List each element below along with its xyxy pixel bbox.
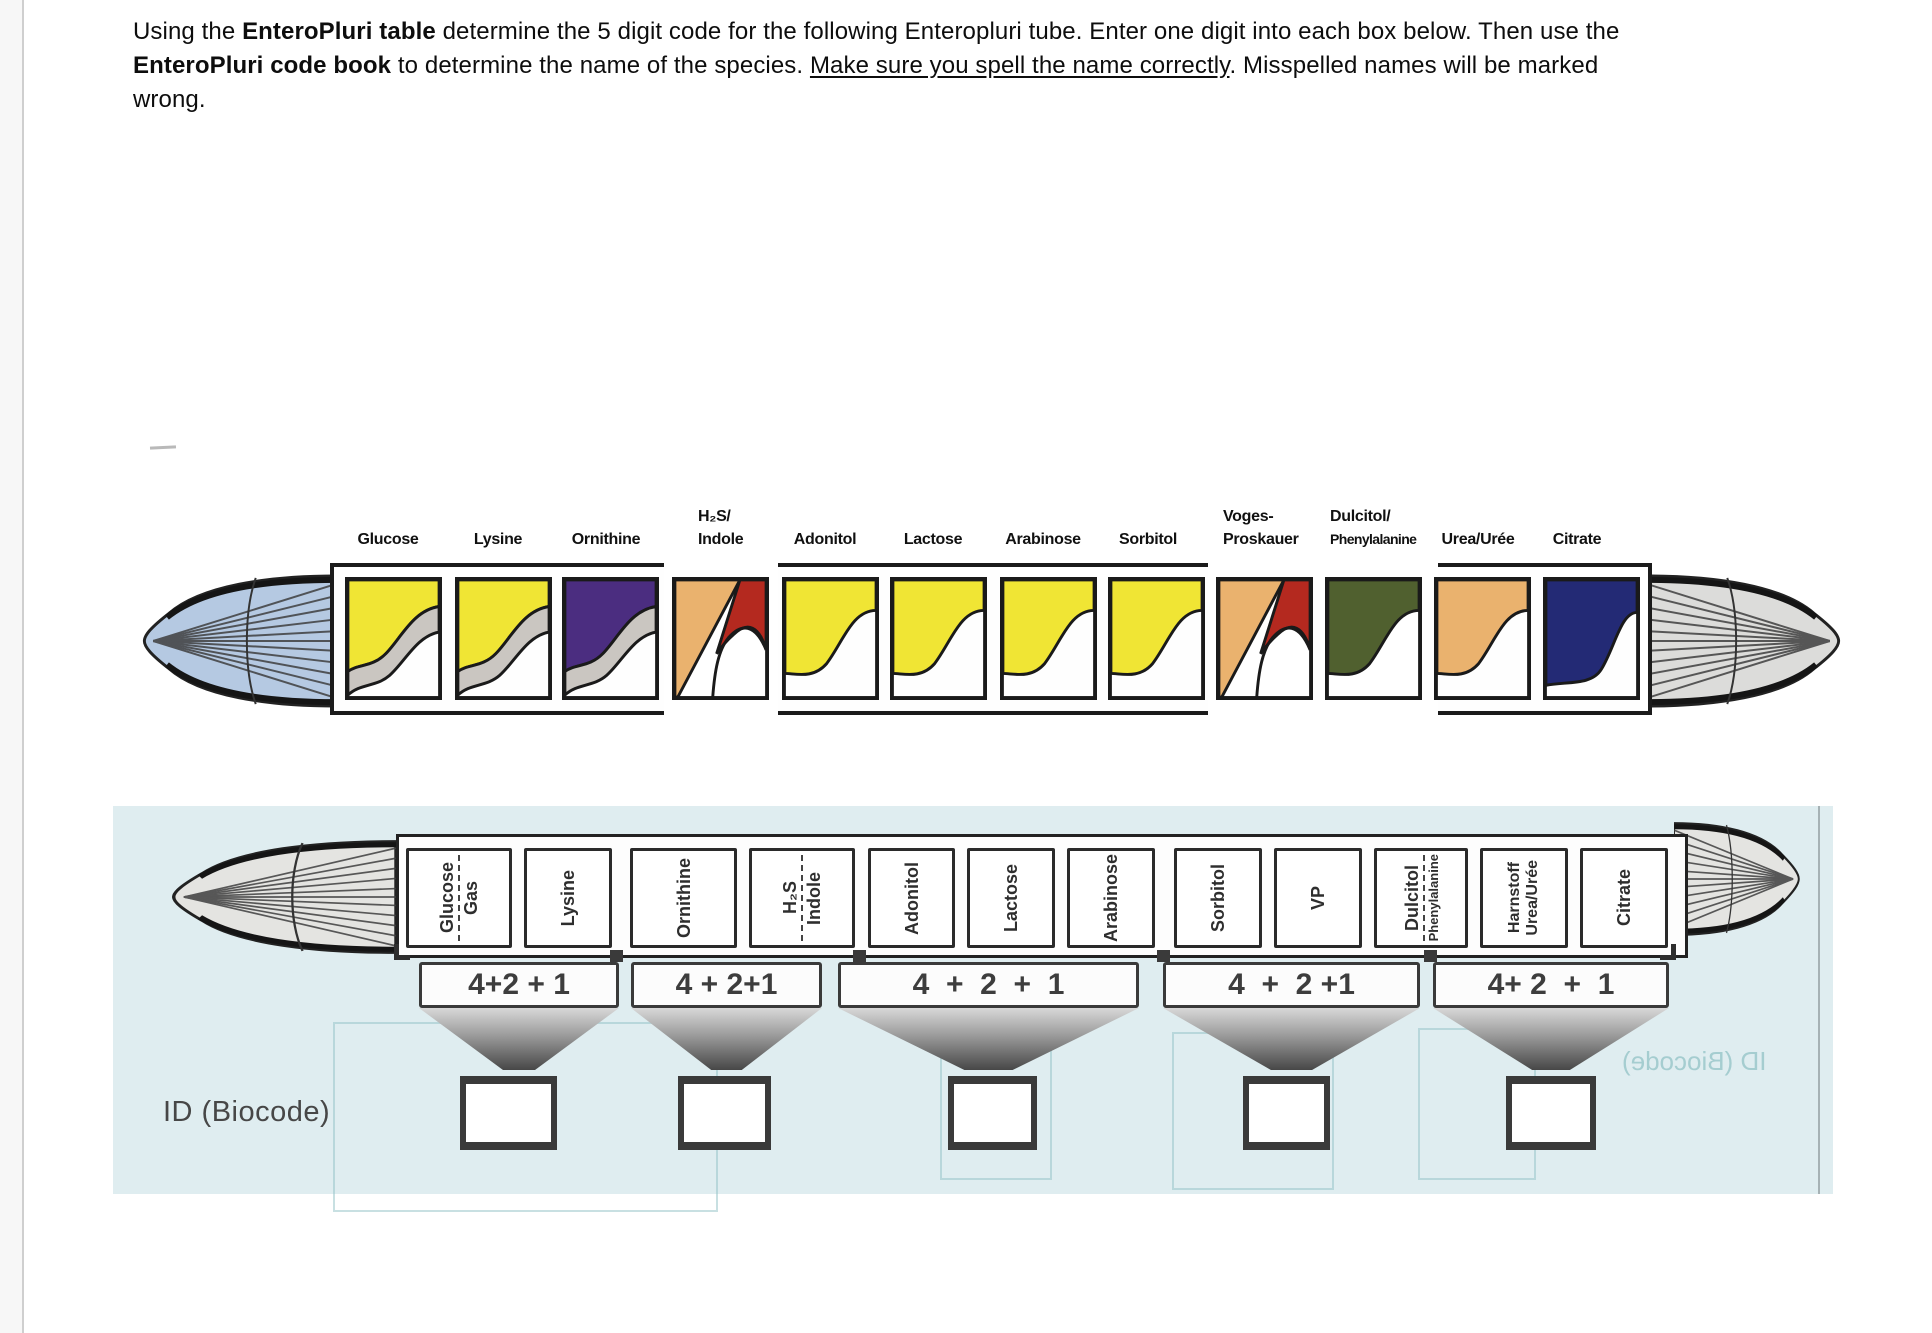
score-box-5: 4+ 2 + 1 xyxy=(1433,962,1669,1008)
instr-text: to determine the name of the species. xyxy=(391,52,810,79)
test-box-arabinose: Arabinose xyxy=(1067,848,1155,948)
compartment-dulcitol-phenylalanine xyxy=(1325,577,1422,700)
test-label-citrate: Citrate xyxy=(1614,869,1634,927)
instr-underline-spell: Make sure you spell the name correctly xyxy=(809,52,1230,79)
test-label-phenylalanine: Phenylalanine xyxy=(1425,854,1441,942)
compartment-h2s-indole xyxy=(672,577,769,700)
test-box-sorbitol: Sorbitol xyxy=(1174,848,1262,948)
group-bracket xyxy=(853,950,866,962)
test-box-adonitol: Adonitol xyxy=(868,848,955,948)
dashed-divider xyxy=(1422,855,1425,941)
test-box-h2s-indole: H₂S Indole xyxy=(749,848,855,948)
instr-bold-code-book: EnteroPluri code book xyxy=(133,52,392,79)
biocode-digit-box-2[interactable] xyxy=(678,1076,771,1150)
test-label-adonitol: Adonitol xyxy=(901,861,922,935)
compartment-lysine xyxy=(455,577,552,700)
compartment-sorbitol xyxy=(1108,577,1205,700)
biocode-left-cap-icon xyxy=(168,838,396,956)
top-label-lactose: Lactose xyxy=(903,531,963,548)
panel-right-rule xyxy=(1818,806,1820,1194)
instr-text: Using the xyxy=(133,18,243,45)
score-box-1: 4+2 + 1 xyxy=(419,962,619,1008)
test-label-glucose: Glucose xyxy=(437,862,457,934)
test-label-gas: Gas xyxy=(461,880,481,916)
top-label-arabinose: Arabinose xyxy=(1005,531,1081,548)
instr-bold-enteropluri-table: EnteroPluri table xyxy=(242,18,436,45)
test-label-lactose: Lactose xyxy=(1001,863,1021,933)
score-box-3: 4 + 2 + 1 xyxy=(838,962,1139,1008)
score-box-2: 4 + 2+1 xyxy=(631,962,822,1008)
test-label-ornithine: Ornithine xyxy=(673,858,694,938)
top-label-sorbitol: Sorbitol xyxy=(1118,531,1178,548)
test-box-harnstoff-urea: Harnstoff Urea/Urée xyxy=(1480,848,1568,948)
compartment-lactose xyxy=(890,577,987,700)
group-bracket xyxy=(1660,944,1676,960)
group-bracket xyxy=(1424,950,1437,962)
test-label-urea-uree: Urea/Urée xyxy=(1524,860,1541,936)
compartment-adonitol xyxy=(782,577,879,700)
id-biocode-label: ID (Biocode) xyxy=(163,1096,331,1128)
test-box-lactose: Lactose xyxy=(967,848,1055,948)
compartment-arabinose xyxy=(1000,577,1097,700)
test-box-glucose-gas: Glucose Gas xyxy=(406,848,512,948)
dashed-divider xyxy=(458,855,460,941)
biocode-right-cap-icon xyxy=(1674,820,1802,938)
biocode-digit-box-1[interactable] xyxy=(460,1076,557,1150)
test-label-sorbitol: Sorbitol xyxy=(1208,864,1228,932)
test-label-h2s: H₂S xyxy=(780,881,800,915)
test-box-vp: VP xyxy=(1274,848,1362,948)
biocode-digit-box-4[interactable] xyxy=(1243,1076,1330,1150)
test-label-vp: VP xyxy=(1308,885,1328,910)
compartment-ornithine xyxy=(562,577,659,700)
top-label-voges: Voges- xyxy=(1223,508,1274,525)
biocode-digit-box-5[interactable] xyxy=(1506,1076,1596,1150)
tube-right-cap-icon xyxy=(1645,572,1845,710)
top-label-phenylalanine: Phenylalanine xyxy=(1330,531,1417,547)
top-label-adonitol: Adonitol xyxy=(793,531,857,548)
compartment-glucose xyxy=(345,577,442,700)
top-label-ornithine: Ornithine xyxy=(571,531,641,548)
test-box-dulcitol-phenylalanine: Dulcitol Phenylalanine xyxy=(1374,848,1468,948)
pencil-mark xyxy=(149,445,177,450)
top-label-dulcitol: Dulcitol/ xyxy=(1330,508,1391,525)
compartment-urea xyxy=(1434,577,1531,700)
top-label-urea: Urea/Urée xyxy=(1441,531,1515,548)
group-bracket xyxy=(610,950,623,962)
top-label-citrate: Citrate xyxy=(1552,531,1602,548)
instruction-line-3: wrong. xyxy=(133,86,206,113)
test-label-indole: Indole xyxy=(804,871,824,925)
group-bracket xyxy=(1157,950,1170,962)
instruction-line-2: EnteroPluri code book to determine the n… xyxy=(133,52,1598,80)
dashed-divider xyxy=(801,855,803,941)
group-bracket xyxy=(394,944,410,960)
score-box-4: 4 + 2 +1 xyxy=(1163,962,1420,1008)
instruction-line-1: Using the EnteroPluri table determine th… xyxy=(133,18,1619,46)
test-box-lysine: Lysine xyxy=(524,848,612,948)
instr-text: determine the 5 digit code for the follo… xyxy=(435,18,1620,45)
top-label-indole: Indole xyxy=(698,531,744,548)
test-box-ornithine: Ornithine xyxy=(630,848,737,948)
test-label-dulcitol: Dulcitol xyxy=(1401,865,1422,931)
test-label-arabinose: Arabinose xyxy=(1101,853,1121,943)
bleedthrough-text: ID (Biocode) xyxy=(1622,1046,1767,1076)
page-left-margin xyxy=(0,0,24,1333)
top-label-h2s: H₂S/ xyxy=(698,508,731,525)
top-label-proskauer: Proskauer xyxy=(1223,531,1299,548)
compartment-citrate xyxy=(1543,577,1640,700)
test-label-lysine: Lysine xyxy=(558,869,578,927)
instr-text: . Misspelled names will be marked xyxy=(1229,52,1599,79)
biocode-digit-box-3[interactable] xyxy=(948,1076,1037,1150)
top-label-lysine: Lysine xyxy=(473,531,523,548)
tube-left-cap-icon xyxy=(138,572,338,710)
test-label-harnstoff: Harnstoff xyxy=(1506,862,1523,934)
test-box-citrate: Citrate xyxy=(1580,848,1668,948)
top-label-glucose: Glucose xyxy=(357,531,419,548)
compartment-voges-proskauer xyxy=(1216,577,1313,700)
